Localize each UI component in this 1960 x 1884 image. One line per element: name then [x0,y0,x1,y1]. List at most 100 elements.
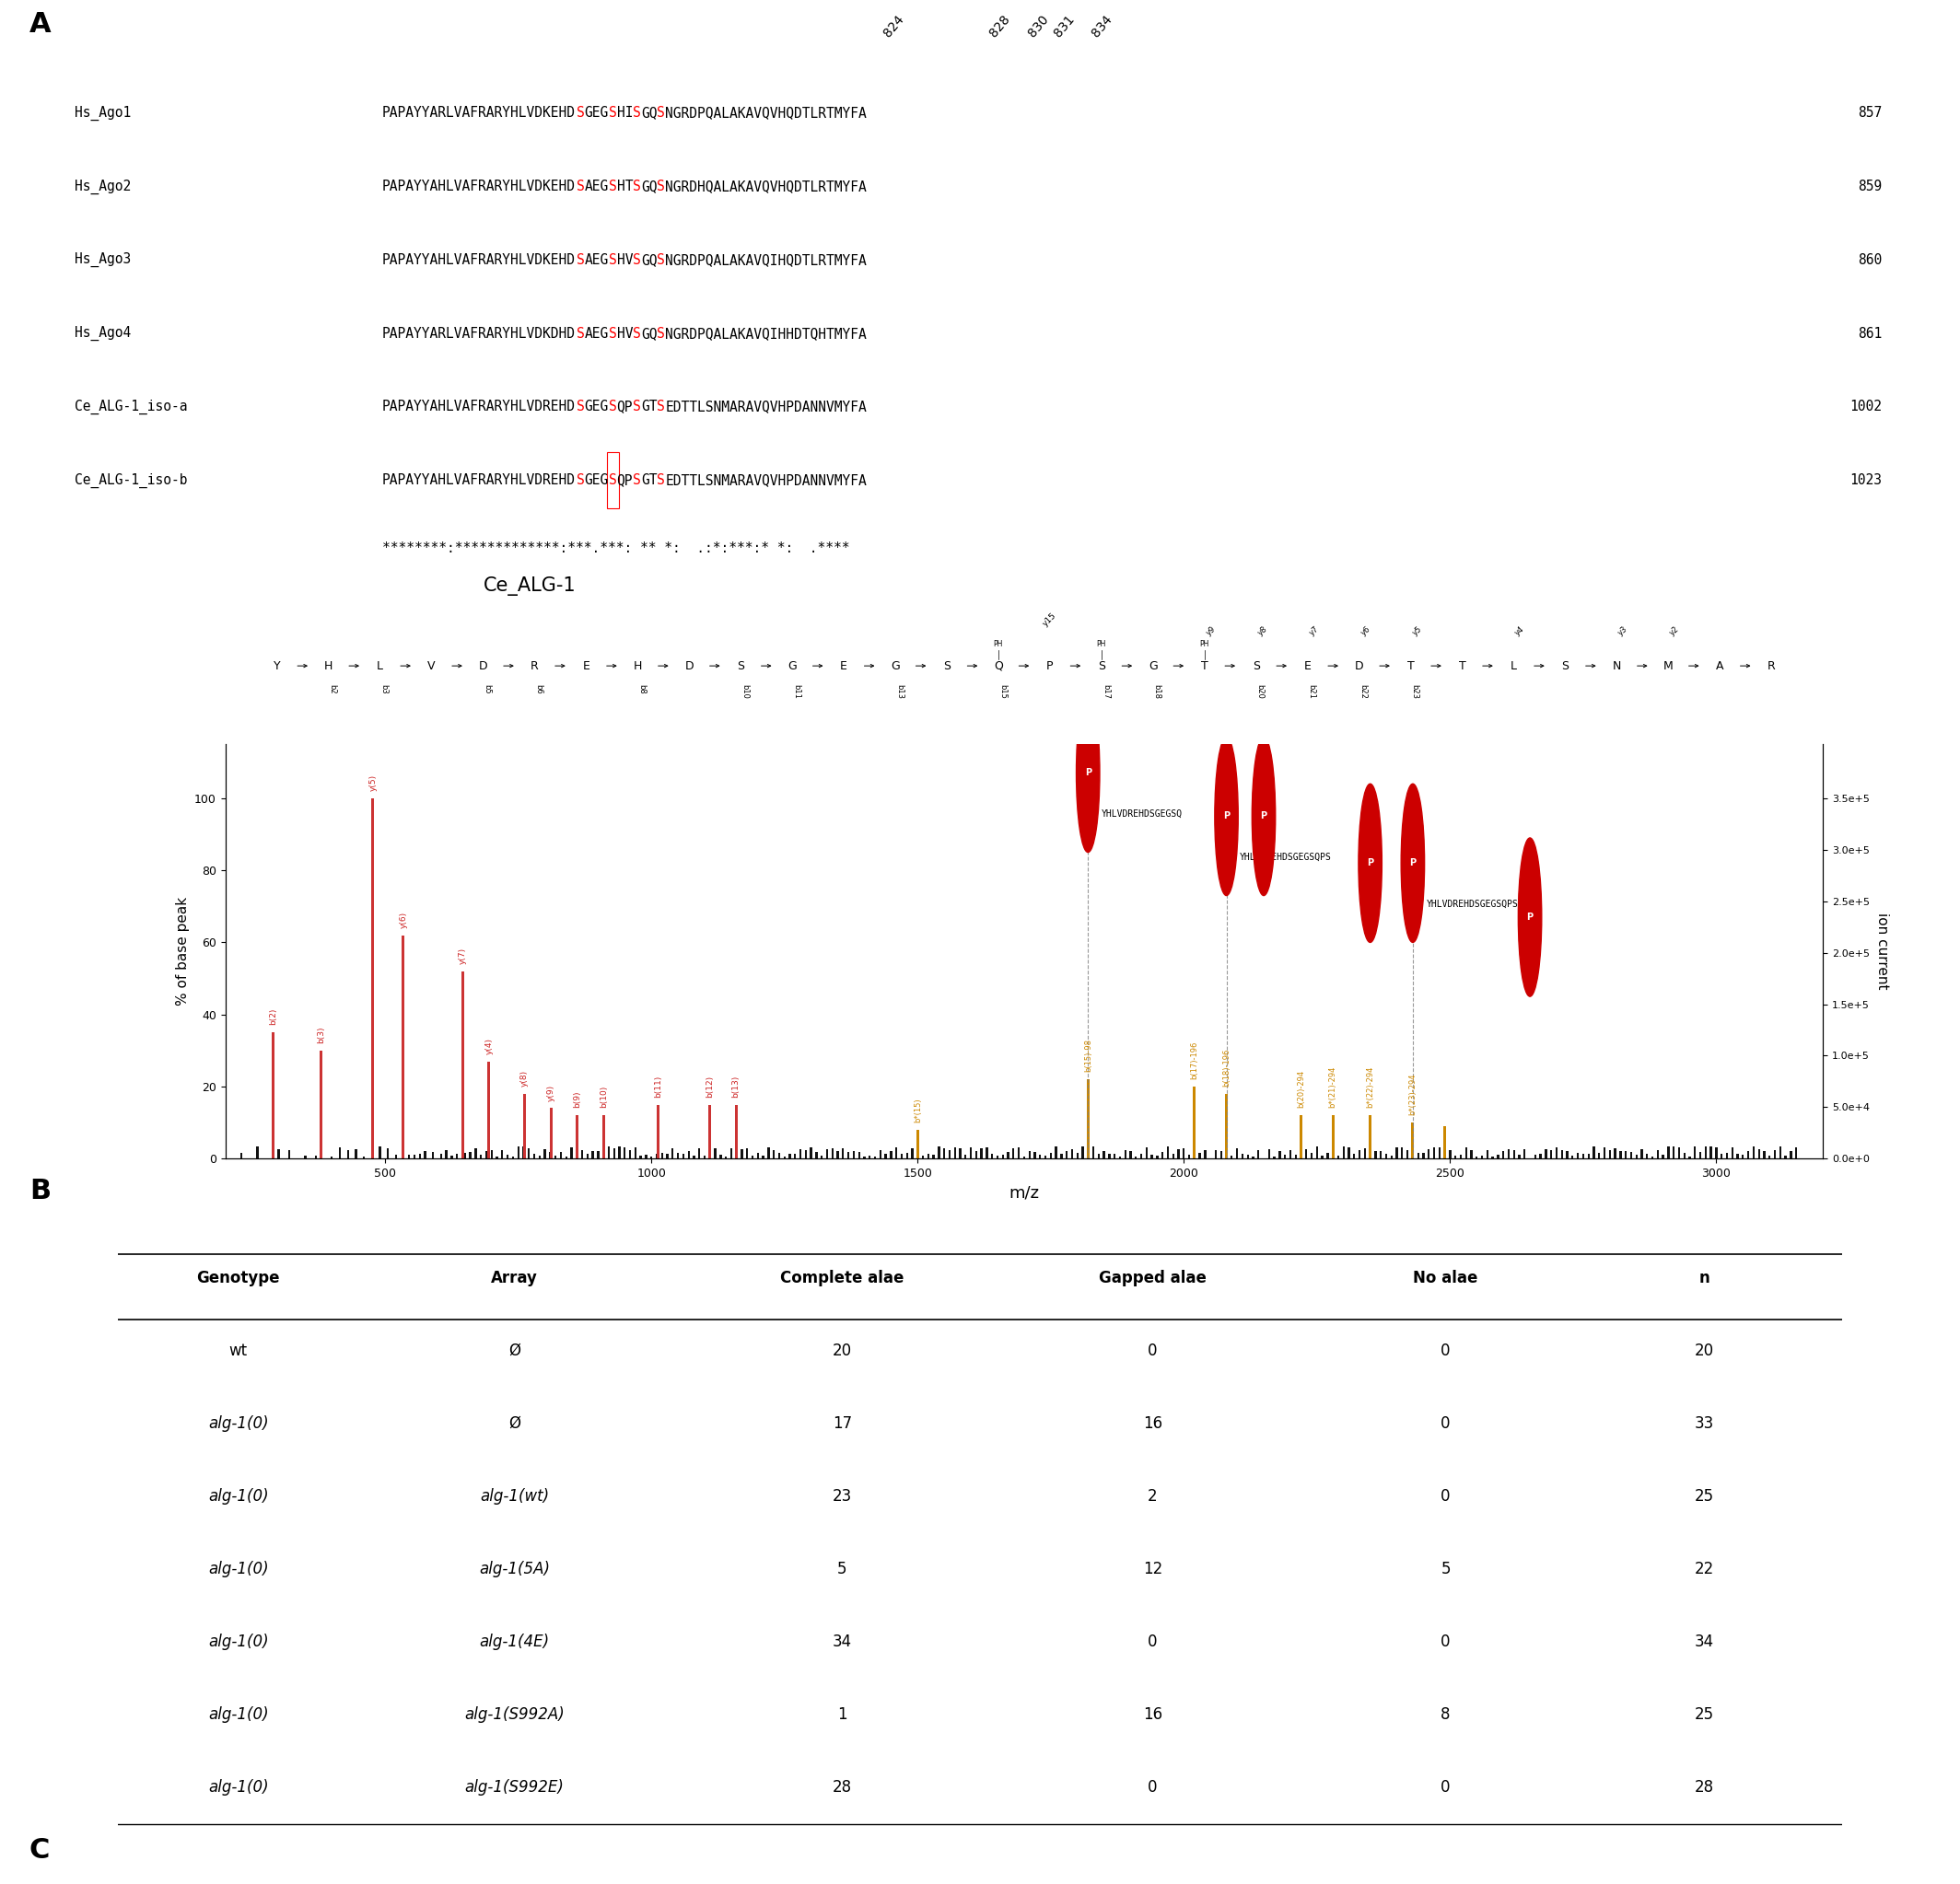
Bar [1433,1147,1435,1159]
Text: 0: 0 [1149,1343,1156,1358]
Bar [1486,1149,1488,1159]
Bar [1672,1147,1674,1159]
Bar [608,1145,610,1159]
Text: AEG: AEG [584,326,608,341]
Bar [1156,1155,1158,1159]
Text: T: T [1458,659,1466,673]
Bar [278,1149,280,1159]
Bar [639,1157,641,1159]
Text: b15: b15 [998,684,1007,699]
Bar [731,1147,733,1159]
Bar [762,1155,764,1159]
Bar [1560,1149,1562,1159]
Bar [1013,1147,1015,1159]
Bar [533,1153,535,1159]
Bar [1593,1145,1595,1159]
Bar [747,1149,749,1159]
Bar [347,1151,349,1159]
Bar [1668,1147,1670,1159]
Bar [1119,1157,1121,1159]
Bar [1619,1151,1621,1159]
Bar [719,1155,721,1159]
Bar [598,1151,600,1159]
Bar [1721,1153,1723,1159]
Bar [1652,1157,1654,1159]
Text: 12: 12 [1143,1560,1162,1577]
Bar [451,1155,453,1159]
Text: P: P [1527,912,1533,921]
Text: 22: 22 [1695,1560,1715,1577]
Text: A: A [29,11,51,38]
Bar [917,1155,919,1159]
Text: S: S [610,473,617,488]
Bar [1278,1151,1280,1159]
Text: YHLVDREHDSGEGSQPS: YHLVDREHDSGEGSQPS [1241,852,1331,861]
Text: No alae: No alae [1413,1270,1478,1287]
Text: y2: y2 [1668,624,1682,637]
Text: Ø: Ø [508,1415,519,1432]
Text: S: S [943,659,951,673]
Bar [651,1157,653,1159]
Text: S: S [610,179,617,194]
Text: 5: 5 [837,1560,847,1577]
Text: alg-1(wt): alg-1(wt) [480,1488,549,1505]
Bar [657,1153,659,1159]
Text: AEG: AEG [584,252,608,268]
Text: 34: 34 [833,1633,853,1650]
Text: PH: PH [1096,641,1105,648]
Bar [735,1149,737,1159]
Text: 828: 828 [986,13,1013,40]
Bar [1231,1157,1233,1159]
Bar [490,1151,492,1159]
Bar [1597,1153,1599,1159]
Text: 0: 0 [1441,1633,1450,1650]
Bar [1727,1153,1729,1159]
Bar [800,1149,802,1159]
Text: PAPAYYARLVAFRARYHLVDKDHD: PAPAYYARLVAFRARYHLVDKDHD [382,326,576,341]
Bar [241,1153,243,1159]
Bar [1039,1155,1041,1159]
Bar [741,1149,743,1159]
Text: y8: y8 [1256,624,1268,637]
Text: Y: Y [272,659,280,673]
Text: S: S [633,473,641,488]
Text: b10: b10 [741,684,749,699]
Bar [996,1155,998,1159]
Bar [949,1149,951,1159]
Bar [1033,1153,1035,1159]
Bar [825,1149,829,1159]
Bar [527,1147,529,1159]
Bar [1705,1145,1707,1159]
Bar [1219,1151,1223,1159]
Bar [1145,1147,1149,1159]
X-axis label: m/z: m/z [1009,1185,1039,1202]
Bar [1268,1149,1270,1159]
Text: S: S [610,326,617,341]
Bar [1646,1153,1648,1159]
Text: P: P [1260,812,1266,821]
Text: Q: Q [994,659,1004,673]
Text: S: S [610,252,617,268]
Text: b17: b17 [1102,684,1109,699]
Text: b13: b13 [896,684,904,699]
Text: 34: 34 [1695,1633,1715,1650]
Text: y(7): y(7) [459,948,466,965]
Bar [1690,1157,1691,1159]
Text: P: P [1047,659,1053,673]
Bar [710,1104,711,1159]
Bar [858,1153,860,1159]
Bar [1082,1145,1084,1159]
Text: GQ: GQ [641,252,657,268]
Bar [1290,1149,1292,1159]
Bar [1103,1151,1105,1159]
Y-axis label: ion current: ion current [1876,914,1889,989]
Bar [1635,1155,1637,1159]
Bar [1141,1153,1143,1159]
Bar [270,1032,274,1159]
Text: S: S [576,179,584,194]
Bar [1007,1153,1009,1159]
Bar [1715,1147,1717,1159]
Text: S: S [1098,659,1105,673]
Text: Ce_ALG-1_iso-a: Ce_ALG-1_iso-a [74,399,188,414]
Text: PAPAYYARLVAFRARYHLVDKEHD: PAPAYYARLVAFRARYHLVDKEHD [382,106,576,121]
